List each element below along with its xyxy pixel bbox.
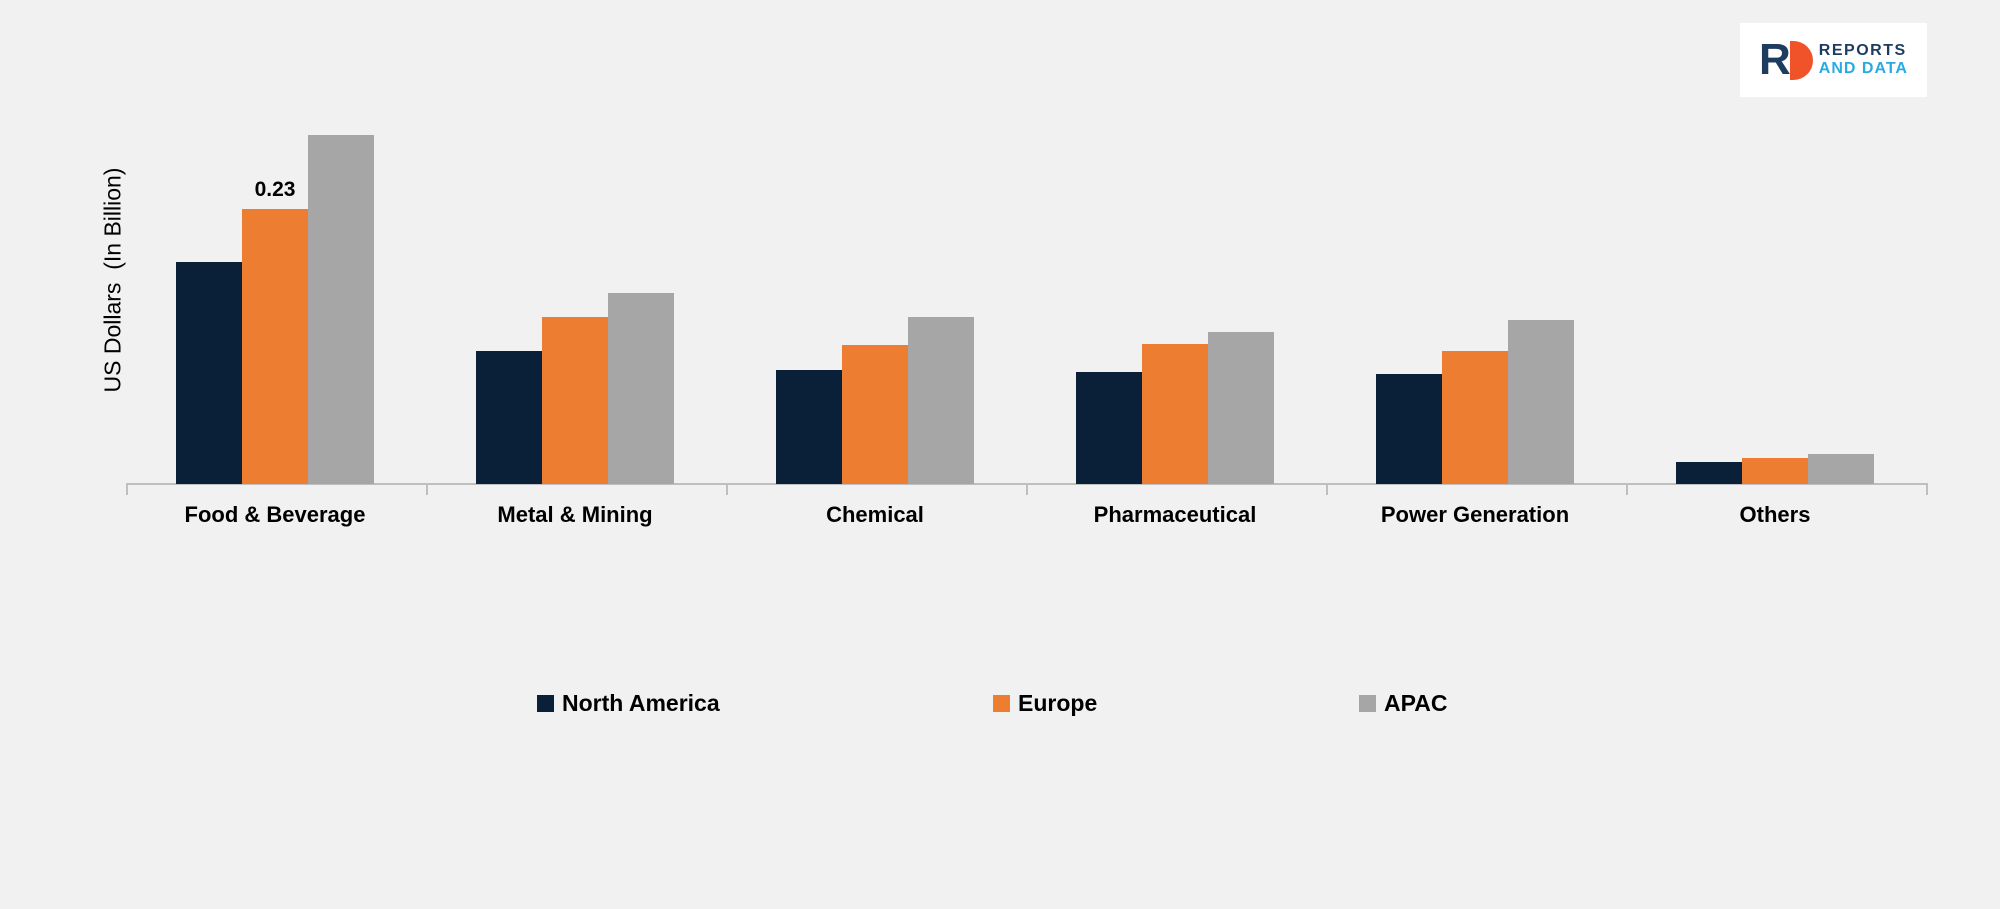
bar-apac-chemical <box>908 317 974 484</box>
category-label-food-and-beverage: Food & Beverage <box>184 502 366 527</box>
x-axis-tick <box>726 483 728 495</box>
legend-item-europe: Europe <box>993 690 1098 716</box>
reports-and-data-logo: R REPORTS AND DATA <box>1740 23 1927 97</box>
bar-europe-others <box>1742 458 1808 484</box>
bar-north-america-pharmaceutical <box>1076 372 1142 484</box>
y-axis-title: US Dollars (In Billion) <box>99 167 126 393</box>
legend-swatch-europe <box>993 694 1010 712</box>
bar-north-america-chemical <box>776 370 842 484</box>
legend-swatch-apac <box>1359 694 1376 712</box>
legend-label-europe: Europe <box>1018 690 1098 716</box>
bar-europe-chemical <box>842 345 908 484</box>
category-label-power-generation: Power Generation <box>1380 502 1570 527</box>
logo-rd-mark-icon: R <box>1759 35 1813 84</box>
bar-apac-pharmaceutical <box>1208 332 1274 484</box>
bar-apac-others <box>1808 454 1874 484</box>
x-axis-tick <box>1626 483 1628 495</box>
bar-europe-power-generation <box>1442 351 1508 484</box>
bar-apac-food-and-beverage <box>308 135 374 484</box>
bar-europe-food-and-beverage <box>242 209 308 484</box>
legend-swatch-north-america <box>537 694 554 712</box>
legend-item-apac: APAC <box>1359 690 1448 716</box>
bar-north-america-food-and-beverage <box>176 262 242 484</box>
data-label-europe: 0.23 <box>254 178 296 201</box>
category-label-others: Others <box>1739 502 1811 527</box>
x-axis-tick <box>1326 483 1328 495</box>
category-label-chemical: Chemical <box>826 502 924 527</box>
x-axis-tick <box>1926 483 1928 495</box>
bar-apac-metal-and-mining <box>608 293 674 484</box>
legend-label-north-america: North America <box>562 690 720 716</box>
logo-text: REPORTS AND DATA <box>1819 42 1908 78</box>
logo-text-and-data: AND DATA <box>1818 60 1908 77</box>
category-label-metal-and-mining: Metal & Mining <box>497 502 653 527</box>
bar-north-america-metal-and-mining <box>476 351 542 484</box>
legend-label-apac: APAC <box>1384 690 1448 716</box>
bar-europe-metal-and-mining <box>542 317 608 484</box>
bar-apac-power-generation <box>1508 320 1574 484</box>
x-axis-tick <box>126 483 128 495</box>
logo-letter-r: R <box>1759 35 1791 84</box>
bar-north-america-others <box>1676 462 1742 484</box>
bar-europe-pharmaceutical <box>1142 344 1208 484</box>
x-axis-tick <box>1026 483 1028 495</box>
logo-letter-d-icon <box>1789 40 1813 80</box>
legend-item-north-america: North America <box>537 690 720 716</box>
bar-north-america-power-generation <box>1376 374 1442 484</box>
category-label-pharmaceutical: Pharmaceutical <box>1093 502 1257 527</box>
logo-text-reports: REPORTS <box>1818 42 1907 59</box>
x-axis-tick <box>426 483 428 495</box>
